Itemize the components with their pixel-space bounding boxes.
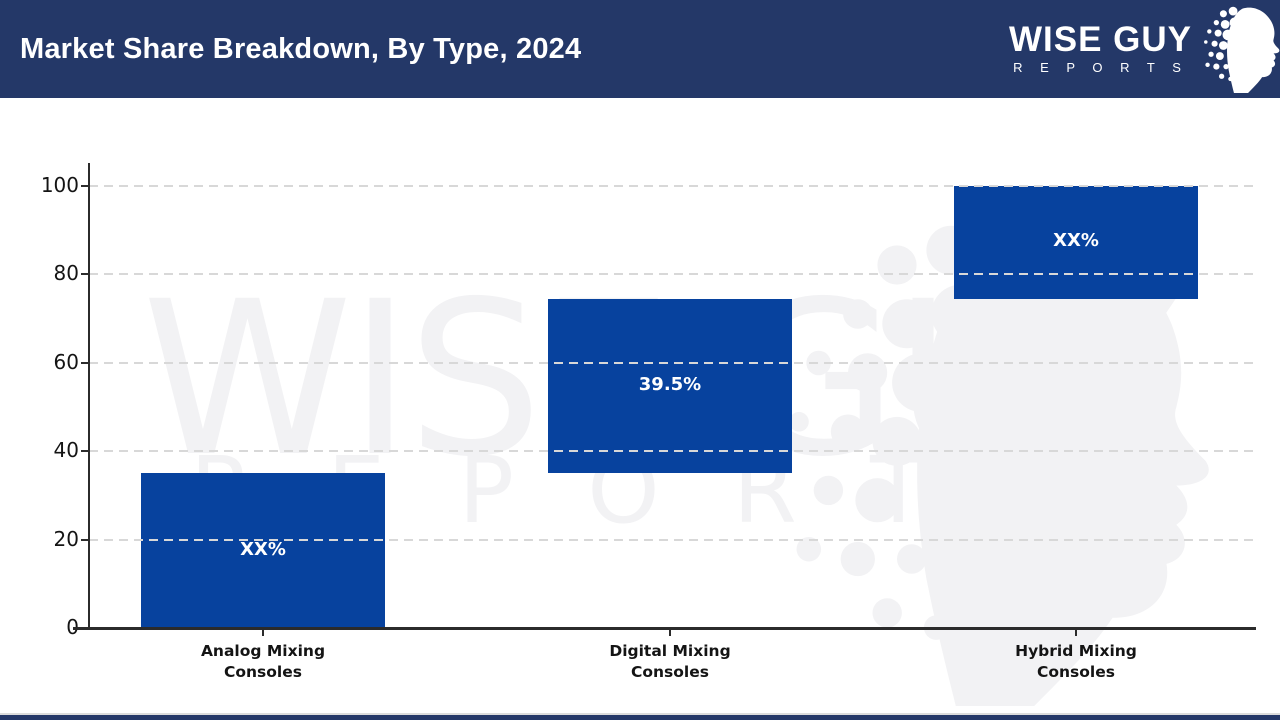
y-tick-mark [81, 273, 89, 276]
logo-subtext: R E P O R T S [1013, 60, 1188, 75]
wiseguy-logo: WISE GUY R E P O R T S [1009, 0, 1280, 98]
bar-value-label: XX% [240, 538, 286, 560]
bar-value-label: 39.5% [638, 374, 702, 395]
bar-value-label: XX% [1053, 230, 1099, 252]
y-tick-label: 80 [53, 261, 79, 286]
bar-3 [954, 186, 1198, 299]
gridline-y-40 [89, 450, 1253, 453]
logo-wordmark: WISE GUY [1008, 20, 1192, 59]
footer-divider [0, 713, 1280, 715]
x-category-label: Hybrid Mixing Consoles [1015, 642, 1137, 681]
chart-area: WISE GUY R E P O R T S XX%39.5%XX% 02040… [0, 98, 1280, 714]
gridline-y-100 [89, 185, 1253, 187]
y-tick-mark [81, 538, 89, 541]
chart-title: Market Share Breakdown, By Type, 2024 [20, 32, 582, 65]
x-tick-mark [669, 629, 671, 636]
bar-1 [141, 473, 385, 628]
x-tick-mark [262, 629, 264, 636]
x-category-label: Analog Mixing Consoles [200, 642, 326, 681]
gridline-y-60 [89, 361, 1253, 364]
logo-text: WISE GUY R E P O R T S [1008, 20, 1192, 75]
y-tick-mark [81, 185, 89, 187]
x-tick-mark [1075, 629, 1077, 636]
y-tick-label: 20 [53, 526, 79, 551]
bar-2 [548, 298, 792, 474]
gridline-y-80 [89, 273, 1253, 276]
gridline-y-20 [89, 538, 1253, 541]
y-axis-line [88, 163, 90, 630]
watermark-face [789, 225, 1209, 706]
y-tick-label: 100 [40, 173, 79, 197]
x-axis-line [73, 627, 1256, 630]
x-category-label: Digital Mixing Consoles [609, 642, 731, 681]
header-banner: Market Share Breakdown, By Type, 2024 WI… [0, 0, 1280, 98]
y-tick-label: 0 [15, 615, 79, 639]
footer-strip [0, 715, 1280, 720]
y-tick-mark [81, 361, 89, 364]
wiseguy-face-icon [1204, 6, 1280, 93]
y-tick-label: 60 [53, 349, 79, 374]
y-tick-label: 40 [53, 438, 79, 463]
y-tick-mark [81, 450, 89, 453]
